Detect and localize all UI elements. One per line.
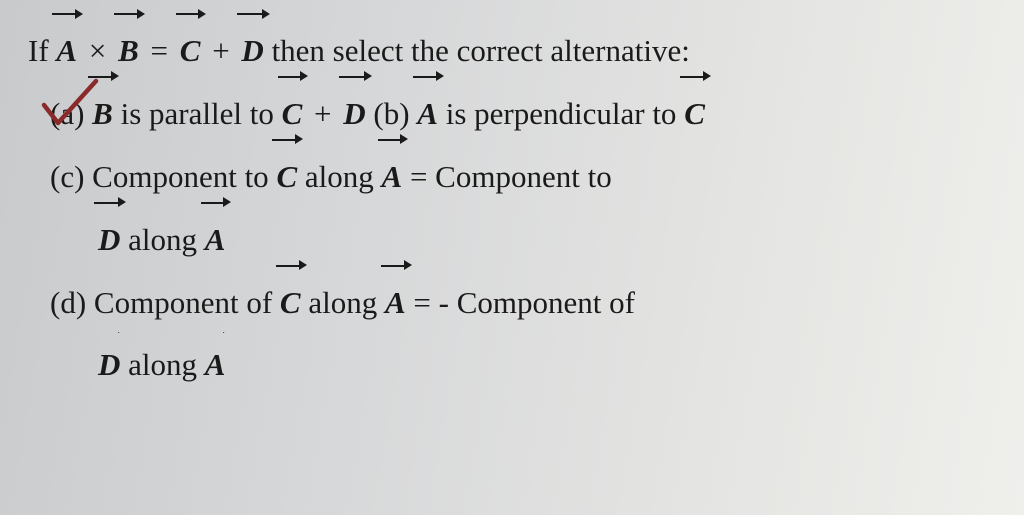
text-eq-neg-component: = - Component of xyxy=(413,285,635,320)
option-b-label: (b) xyxy=(373,85,409,144)
text-component: Component of xyxy=(94,285,280,320)
text-perp: is perpendicular to xyxy=(446,96,684,131)
vector-A: A xyxy=(56,18,77,81)
op-plus: + xyxy=(208,22,233,81)
option-d-cont: D along A xyxy=(28,332,996,382)
vector-C: C xyxy=(276,144,297,207)
vector-D: D xyxy=(241,18,263,81)
option-a-label: (a) xyxy=(50,85,84,144)
option-c-label: (c) xyxy=(50,148,84,207)
text-along: along xyxy=(305,159,382,194)
vector-A: A xyxy=(385,270,406,333)
vector-B: B xyxy=(118,18,139,81)
vector-D: D xyxy=(98,207,120,270)
op-cross: × xyxy=(85,22,110,81)
text-if: If xyxy=(28,33,56,68)
op-plus: + xyxy=(310,85,335,144)
op-eq: = xyxy=(147,22,172,81)
option-a: (a) xyxy=(50,85,84,144)
option-c-cont: D along A xyxy=(28,207,996,270)
text-eq-component: = Component to xyxy=(410,159,612,194)
text-parallel: is parallel to xyxy=(121,96,282,131)
text-then: then select the correct alternative: xyxy=(272,33,690,68)
text-along: along xyxy=(128,222,205,257)
option-d: (d) Component of C along A = - Component… xyxy=(28,270,996,333)
vector-C: C xyxy=(282,81,303,144)
text-component: Component to xyxy=(92,159,276,194)
vector-C: C xyxy=(180,18,201,81)
vector-D: D xyxy=(98,332,120,382)
text-along: along xyxy=(308,285,385,320)
vector-D: D xyxy=(343,81,365,144)
vector-C: C xyxy=(280,270,301,333)
vector-A: A xyxy=(417,81,438,144)
vector-B: B xyxy=(92,81,113,144)
vector-A: A xyxy=(205,332,226,382)
vector-C: C xyxy=(684,81,705,144)
vector-A: A xyxy=(382,144,403,207)
text-along: along xyxy=(128,347,205,382)
option-d-label: (d) xyxy=(50,274,86,333)
option-row-ab: (a) B is parallel to C + D (b) A is perp… xyxy=(28,81,996,144)
vector-A: A xyxy=(205,207,226,270)
option-c: (c) Component to C along A = Component t… xyxy=(28,144,996,207)
question-stem: If A × B = C + D then select the correct… xyxy=(28,18,996,81)
